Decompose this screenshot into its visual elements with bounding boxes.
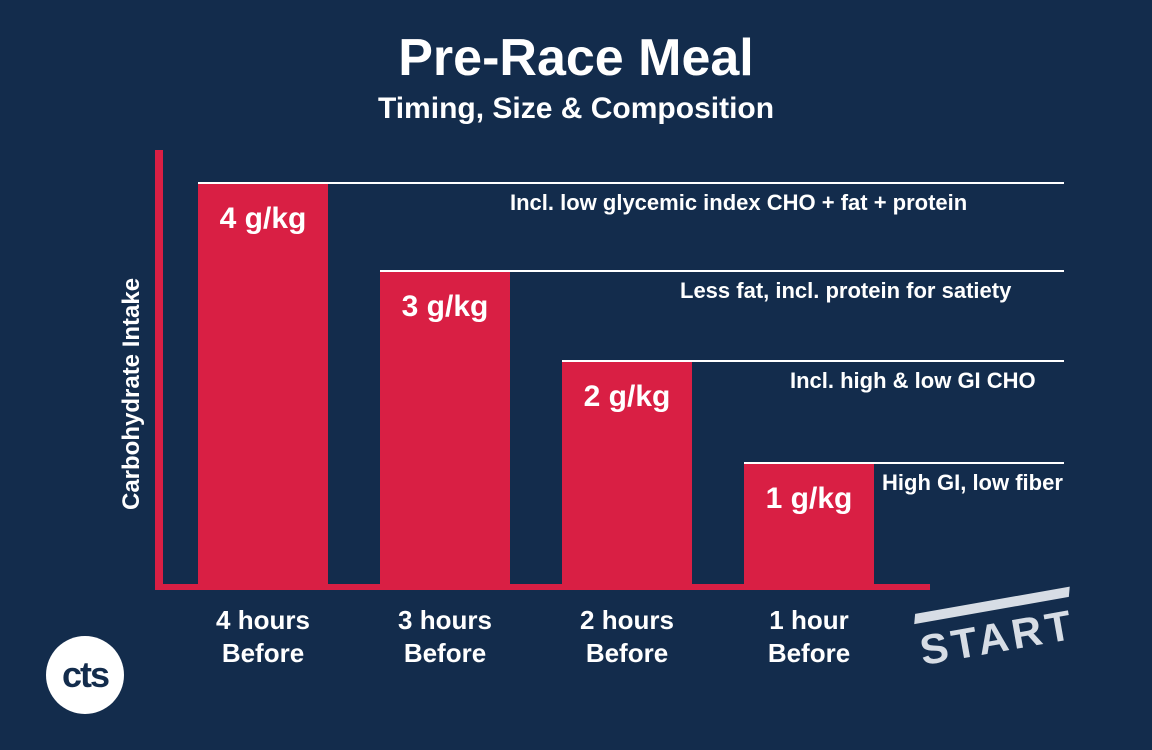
y-axis-label: Carbohydrate Intake <box>118 278 146 510</box>
annotation-text: Incl. low glycemic index CHO + fat + pro… <box>510 190 967 216</box>
x-tick-label: 3 hoursBefore <box>360 604 530 669</box>
bar-value-label: 1 g/kg <box>744 482 874 516</box>
x-tick-label: 4 hoursBefore <box>178 604 348 669</box>
annotation-text: High GI, low fiber <box>882 470 1063 496</box>
x-tick-label: 1 hourBefore <box>724 604 894 669</box>
bar <box>198 184 328 584</box>
chart-title: Pre-Race Meal <box>398 28 754 88</box>
annotation-text: Incl. high & low GI CHO <box>790 368 1036 394</box>
logo-badge: cts <box>46 636 124 714</box>
y-axis-line <box>155 150 163 590</box>
bar-value-label: 4 g/kg <box>198 202 328 236</box>
x-tick-label: 2 hoursBefore <box>542 604 712 669</box>
logo-text: cts <box>62 654 108 696</box>
chart-canvas: Pre-Race Meal Timing, Size & Composition… <box>0 0 1152 750</box>
x-axis-line <box>155 584 930 590</box>
bar-value-label: 2 g/kg <box>562 380 692 414</box>
start-stamp: START <box>914 587 1079 675</box>
bar-value-label: 3 g/kg <box>380 290 510 324</box>
chart-subtitle: Timing, Size & Composition <box>378 92 774 126</box>
annotation-text: Less fat, incl. protein for satiety <box>680 278 1011 304</box>
